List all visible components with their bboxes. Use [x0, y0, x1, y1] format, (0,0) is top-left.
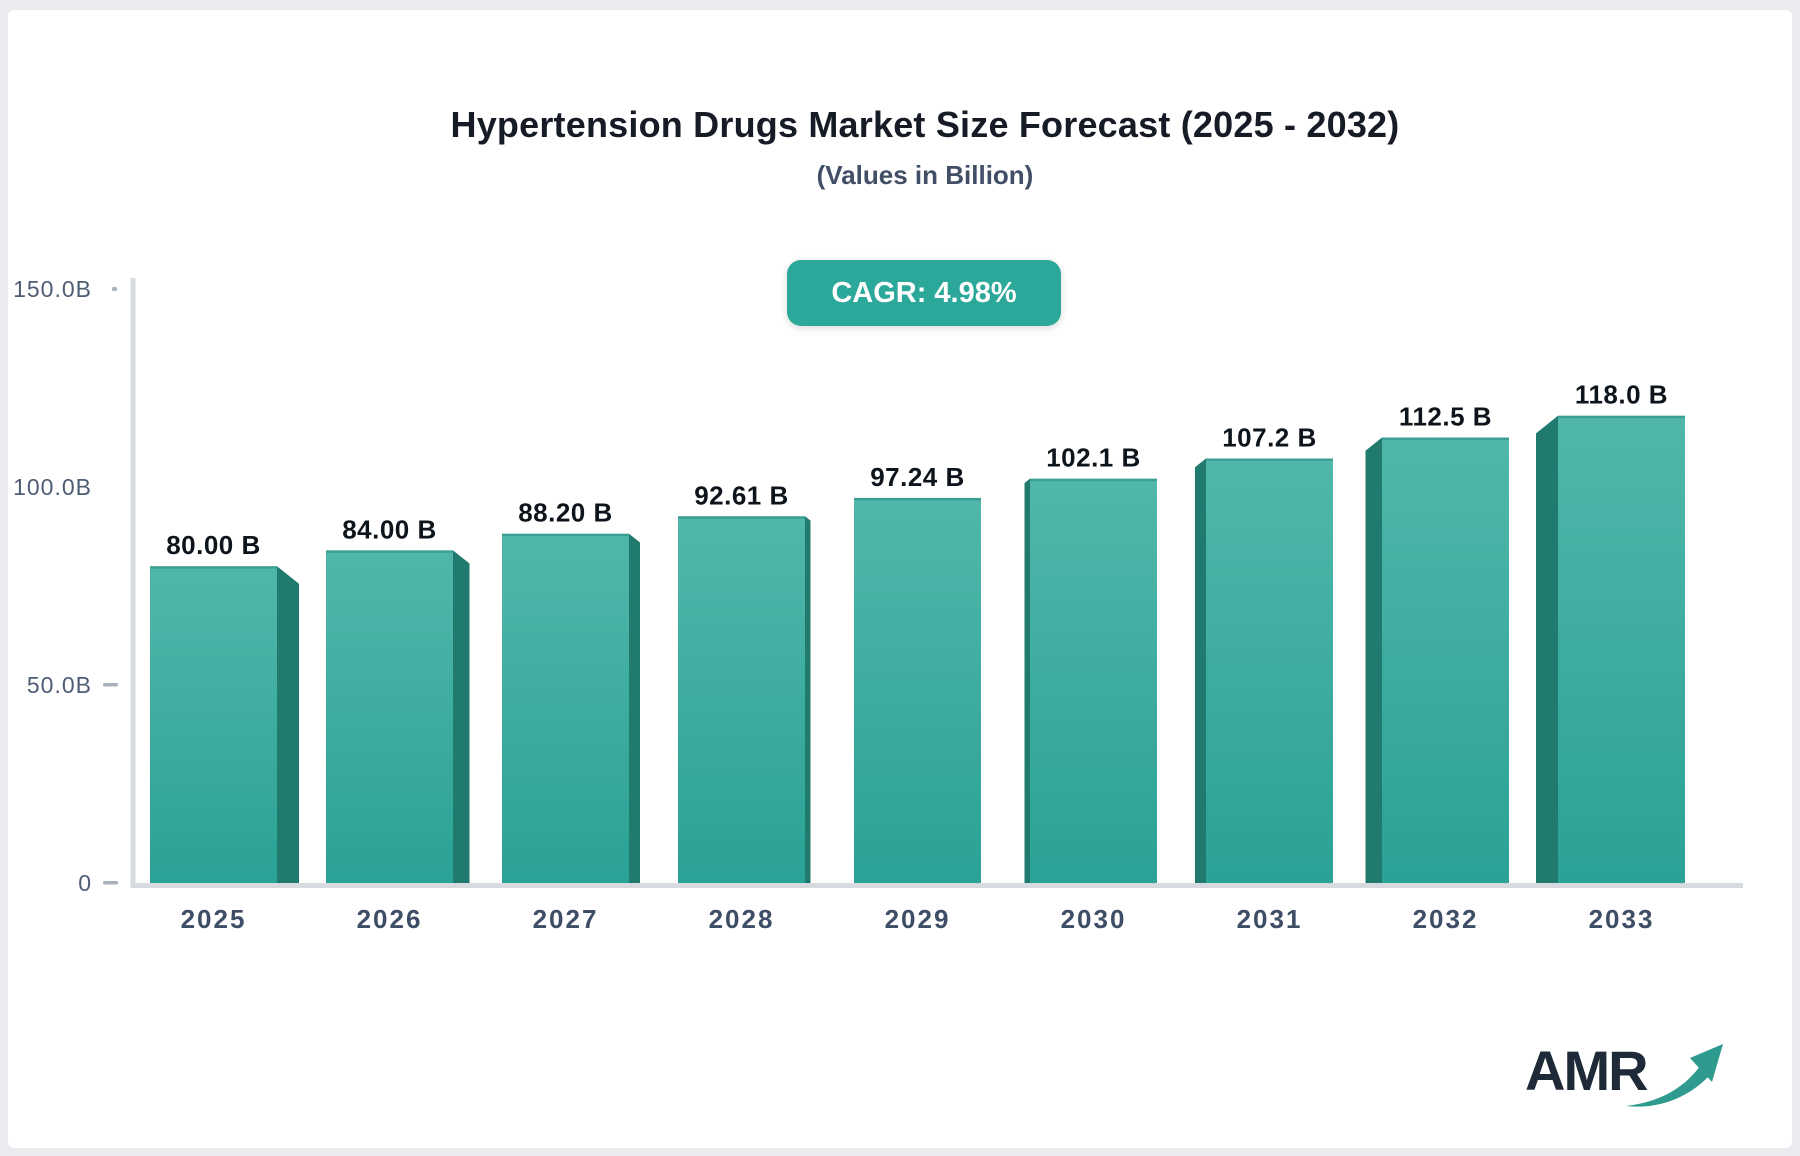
bar-value-label: 112.5 B [1399, 402, 1492, 432]
y-tick-label: 0 [78, 870, 92, 896]
x-tick-label: 2026 [357, 904, 423, 934]
y-tick-label: 100.0B [13, 474, 92, 500]
bar-value-label: 97.24 B [870, 462, 965, 492]
bar-group-2031 [1195, 458, 1333, 883]
y-tick-label: 50.0B [27, 672, 92, 698]
bar-value-label: 92.61 B [694, 480, 789, 510]
bar-top-edge [1558, 415, 1685, 419]
bar-value-label: 80.00 B [166, 530, 261, 560]
bar [678, 516, 805, 883]
bar-side-face [1195, 458, 1206, 883]
bars [150, 415, 1685, 883]
bar-side-face [1024, 478, 1030, 883]
bar-top-edge [326, 550, 453, 553]
bar-group-2027 [502, 533, 640, 883]
bar [326, 550, 453, 883]
x-tick-label: 2029 [885, 904, 951, 934]
y-tick-mark [112, 287, 117, 291]
bar-top-edge [1206, 458, 1333, 461]
bar [854, 497, 981, 883]
y-axis-line [130, 278, 136, 888]
chart-card: Hypertension Drugs Market Size Forecast … [8, 10, 1792, 1148]
chart-subtitle: (Values in Billion) [816, 160, 1034, 190]
bar-side-face [1536, 415, 1558, 883]
bar [1558, 415, 1685, 883]
amr-logo-text: AMR [1525, 1039, 1649, 1102]
bar [1206, 458, 1333, 883]
bar-side-face [277, 566, 299, 883]
bar-side-face [629, 533, 640, 883]
bar-top-edge [150, 566, 277, 569]
bar-top-edge [1030, 478, 1157, 482]
x-axis-line [130, 883, 1743, 888]
bar [1030, 478, 1157, 883]
bar-group-2032 [1365, 437, 1509, 883]
bar-side-face [805, 516, 811, 883]
y-tick-label: 150.0B [13, 276, 92, 302]
y-tick-mark [103, 881, 118, 885]
amr-logo: AMR [1525, 1038, 1745, 1128]
y-tick-mark [103, 683, 118, 687]
axes [103, 278, 1743, 888]
x-tick-label: 2032 [1413, 904, 1479, 934]
bar-side-face [1365, 437, 1382, 883]
bar-value-label: 88.20 B [518, 498, 613, 528]
x-tick-label: 2028 [709, 904, 775, 934]
bar-value-label: 118.0 B [1575, 380, 1668, 410]
x-tick-label: 2031 [1237, 904, 1303, 934]
bar-top-edge [502, 533, 629, 537]
chart-title: Hypertension Drugs Market Size Forecast … [450, 104, 1400, 145]
x-tick-label: 2033 [1589, 904, 1655, 934]
bar [502, 533, 629, 883]
x-tick-label: 2030 [1061, 904, 1127, 934]
bar-top-edge [854, 497, 981, 501]
bar-top-edge [1382, 437, 1509, 440]
bar [150, 566, 277, 883]
labels: 150.0B 100.0B 50.0B 0 80.00 B 2025 84.00 B 2026… [13, 276, 1668, 934]
bar-group-2029 [854, 497, 981, 883]
bar-group-2025 [150, 566, 299, 883]
growth-arrow-icon [1626, 1044, 1723, 1107]
bar-side-face [453, 550, 470, 883]
bar-value-label: 107.2 B [1222, 422, 1317, 452]
x-tick-label: 2027 [533, 904, 599, 934]
bar-group-2026 [326, 550, 470, 883]
bar-value-label: 84.00 B [342, 514, 437, 544]
bar-group-2028 [678, 516, 811, 883]
bar-group-2033 [1536, 415, 1685, 883]
bar-top-edge [678, 516, 805, 519]
bar [1382, 437, 1509, 883]
cagr-badge: CAGR: 4.98% [787, 260, 1061, 326]
x-tick-label: 2025 [181, 904, 247, 934]
bar-value-label: 102.1 B [1046, 443, 1141, 473]
bar-group-2030 [1024, 478, 1157, 883]
